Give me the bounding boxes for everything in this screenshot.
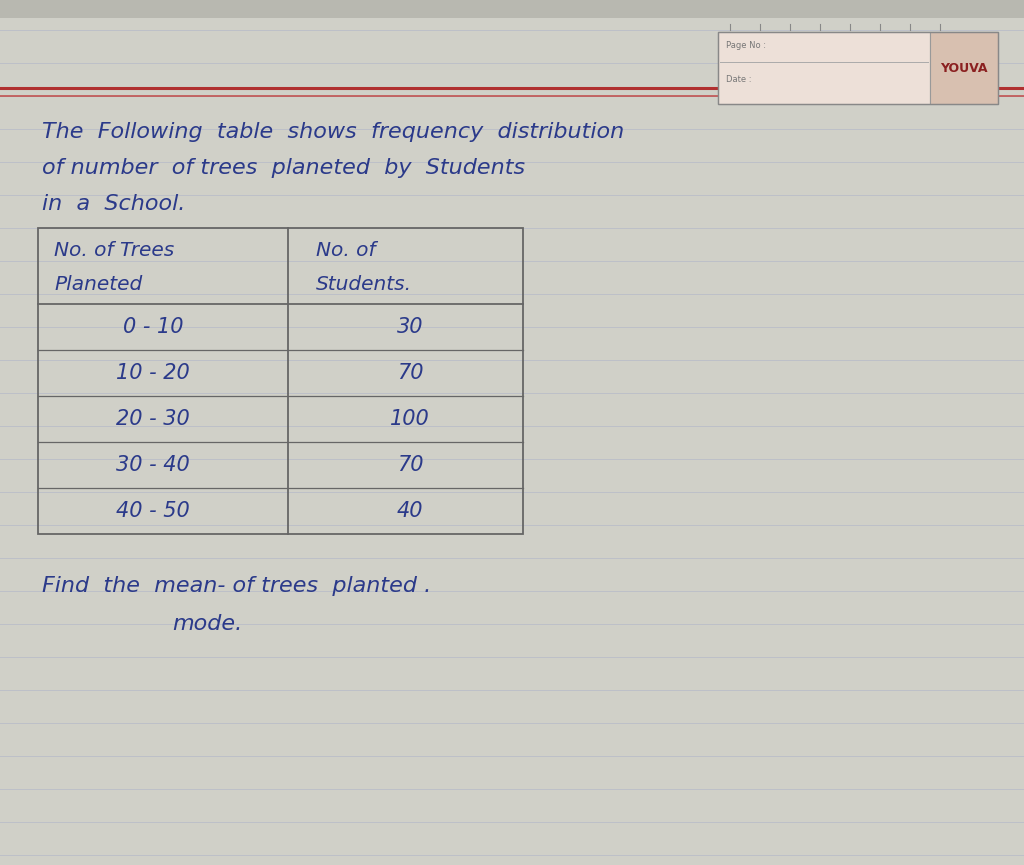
Text: in  a  School.: in a School. — [42, 194, 185, 214]
Text: 30 - 40: 30 - 40 — [116, 455, 189, 475]
Text: Students.: Students. — [316, 274, 412, 293]
Text: Find  the  mean- of trees  planted .: Find the mean- of trees planted . — [42, 576, 431, 596]
Bar — [38, 228, 523, 534]
Text: Page No :: Page No : — [726, 42, 766, 50]
Bar — [0, 0, 1024, 18]
Text: No. of Trees: No. of Trees — [54, 240, 174, 260]
Text: 100: 100 — [390, 409, 430, 429]
Text: 20 - 30: 20 - 30 — [116, 409, 189, 429]
Bar — [930, 32, 998, 104]
Text: 70: 70 — [397, 363, 424, 383]
Text: 30: 30 — [397, 317, 424, 337]
Text: No. of: No. of — [316, 240, 376, 260]
Text: of number  of trees  planeted  by  Students: of number of trees planeted by Students — [42, 158, 525, 178]
Text: 40: 40 — [397, 501, 424, 521]
Text: 70: 70 — [397, 455, 424, 475]
Bar — [718, 32, 930, 104]
Text: YOUVA: YOUVA — [940, 61, 988, 74]
Text: 10 - 20: 10 - 20 — [116, 363, 189, 383]
Text: Planeted: Planeted — [54, 274, 142, 293]
Text: mode.: mode. — [172, 614, 243, 634]
Bar — [718, 32, 998, 104]
Text: 40 - 50: 40 - 50 — [116, 501, 189, 521]
Text: Date :: Date : — [726, 75, 752, 85]
Text: The  Following  table  shows  frequency  distribution: The Following table shows frequency dist… — [42, 122, 625, 142]
Text: 0 - 10: 0 - 10 — [123, 317, 183, 337]
